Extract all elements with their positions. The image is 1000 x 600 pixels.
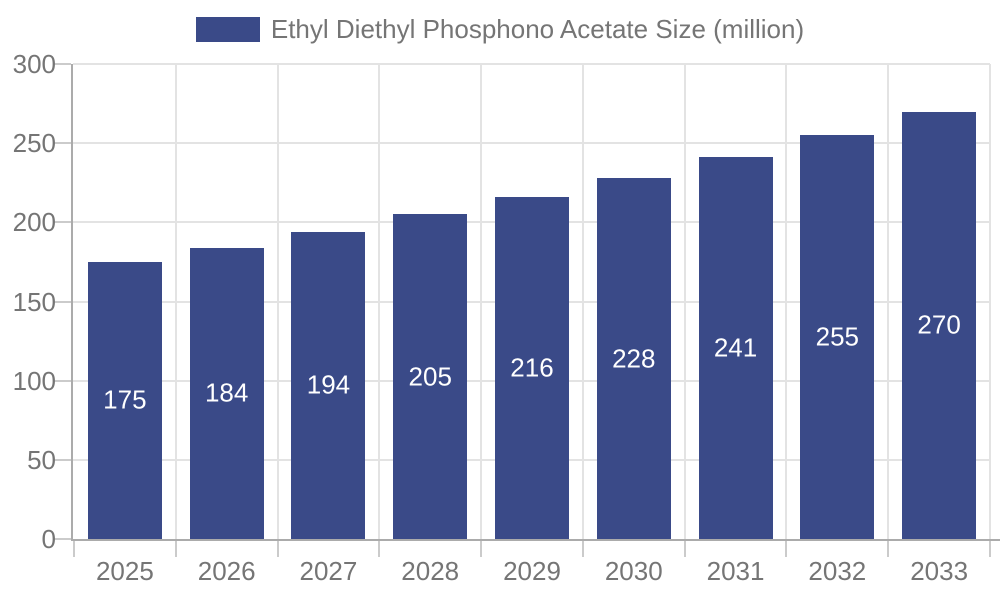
bar-value-label: 205 (408, 361, 452, 392)
x-tick-label: 2027 (299, 556, 358, 586)
x-tick-mark (378, 539, 381, 557)
bar-value-label: 194 (306, 369, 351, 400)
x-tick-mark (989, 539, 991, 557)
y-tick-label: 250 (12, 128, 56, 159)
bar-value-label: 216 (510, 352, 554, 383)
y-tick-mark (54, 221, 71, 224)
x-gridline (276, 64, 279, 539)
x-gridline (480, 64, 483, 539)
x-tick-label: 2033 (910, 556, 969, 586)
x-tick-label: 2032 (808, 556, 867, 586)
y-gridline (73, 142, 990, 145)
legend[interactable]: Ethyl Diethyl Phosphono Acetate Size (mi… (0, 15, 1000, 43)
y-axis-line (71, 64, 73, 541)
y-tick-label: 150 (12, 286, 56, 317)
y-gridline (73, 63, 990, 65)
bar-value-label: 255 (815, 321, 860, 352)
y-tick-mark (54, 63, 71, 65)
x-tick-label: 2031 (706, 556, 765, 586)
x-tick-mark (887, 539, 890, 557)
bar (291, 231, 366, 539)
x-gridline (378, 64, 381, 539)
legend-swatch-icon (195, 16, 260, 42)
x-tick-mark (174, 539, 177, 557)
x-gridline (581, 64, 584, 539)
bar (87, 261, 162, 539)
x-gridline (683, 64, 686, 539)
y-tick-label: 50 (27, 444, 56, 475)
y-tick-label: 0 (41, 524, 56, 554)
x-gridline (989, 64, 991, 539)
y-tick-mark (54, 379, 71, 382)
x-tick-mark (581, 539, 584, 557)
x-tick-label: 2028 (401, 556, 460, 586)
bar-value-label: 241 (713, 332, 758, 363)
x-gridline (174, 64, 177, 539)
x-tick-mark (276, 539, 279, 557)
bar-value-label: 175 (103, 384, 147, 415)
x-tick-mark (480, 539, 483, 557)
y-tick-mark (54, 142, 71, 145)
x-tick-label: 2025 (95, 556, 154, 586)
y-tick-mark (54, 538, 71, 540)
x-gridline (887, 64, 890, 539)
x-tick-mark (73, 539, 75, 557)
y-tick-label: 300 (12, 49, 56, 79)
y-tick-mark (54, 458, 71, 461)
bar-value-label: 184 (204, 377, 249, 408)
bar (495, 197, 569, 539)
y-tick-mark (54, 300, 71, 303)
y-tick-label: 100 (12, 365, 56, 396)
x-tick-label: 2030 (604, 556, 663, 586)
bar-value-label: 228 (612, 343, 656, 373)
bar (393, 214, 468, 539)
x-tick-mark (785, 539, 788, 557)
legend-label: Ethyl Diethyl Phosphono Acetate Size (mi… (270, 14, 805, 44)
x-tick-mark (683, 539, 686, 557)
bar (800, 135, 875, 539)
bar (596, 178, 671, 539)
x-tick-label: 2029 (503, 556, 561, 586)
x-axis-line (71, 539, 1000, 541)
x-gridline (785, 64, 788, 539)
bar-value-label: 270 (917, 309, 961, 340)
y-tick-label: 200 (12, 207, 56, 238)
x-tick-label: 2026 (197, 556, 256, 586)
bar (902, 111, 977, 539)
bar (698, 157, 773, 539)
bar (189, 247, 264, 539)
